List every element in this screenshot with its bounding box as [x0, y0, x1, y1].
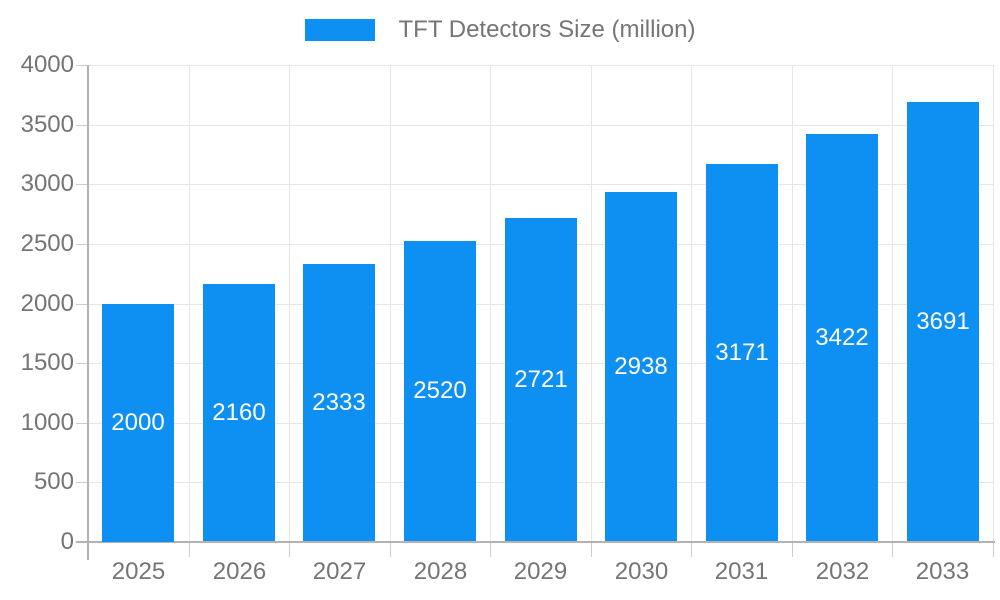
vertical-gridline: [390, 65, 391, 542]
x-axis-tick: [993, 542, 994, 557]
vertical-gridline: [490, 65, 491, 542]
x-tick-label: 2029: [513, 558, 568, 585]
y-tick-label: 1000: [20, 409, 74, 436]
bar-2026: 2160: [203, 284, 275, 541]
y-tick-label: 500: [33, 468, 74, 495]
bar-value-label: 2000: [111, 409, 165, 436]
x-tick-label: 2032: [815, 558, 870, 585]
y-axis-tick: [76, 184, 88, 185]
y-axis-tick: [76, 244, 88, 245]
bar-value-label: 3422: [815, 323, 869, 351]
y-tick-label: 4000: [20, 51, 74, 78]
bar-value-label: 2160: [212, 398, 266, 426]
x-tick-label: 2028: [413, 558, 468, 585]
x-axis-line: [76, 541, 995, 543]
vertical-gridline: [591, 65, 592, 542]
y-tick-label: 3000: [20, 170, 74, 197]
y-tick-label: 2000: [20, 290, 74, 317]
x-axis-tick: [490, 542, 491, 557]
legend-swatch: [304, 19, 375, 41]
bar-2027: 2333: [303, 264, 375, 541]
y-axis-tick: [76, 482, 88, 483]
x-axis-tick: [591, 542, 592, 557]
y-axis-line: [87, 65, 89, 560]
horizontal-gridline: [88, 65, 993, 66]
vertical-gridline: [993, 65, 994, 542]
vertical-gridline: [189, 65, 190, 542]
y-tick-label: 2500: [20, 230, 74, 257]
vertical-gridline: [892, 65, 893, 542]
y-axis-tick: [76, 125, 88, 126]
bar-2033: 3691: [907, 102, 979, 541]
horizontal-gridline: [88, 184, 993, 185]
x-axis-tick: [189, 542, 190, 557]
y-axis-tick: [76, 363, 88, 364]
bar-2029: 2721: [505, 218, 577, 541]
x-axis-tick: [390, 542, 391, 557]
bar-value-label: 2333: [312, 388, 366, 416]
x-axis-tick: [792, 542, 793, 557]
bar-value-label: 2721: [514, 365, 568, 393]
y-tick-label: 1500: [20, 349, 74, 376]
y-tick-label: 3500: [20, 111, 74, 138]
x-tick-label: 2031: [714, 558, 769, 585]
legend: TFT Detectors Size (million): [0, 17, 1000, 43]
vertical-gridline: [792, 65, 793, 542]
bar-value-label: 3691: [916, 307, 970, 335]
x-tick-label: 2027: [312, 558, 367, 585]
bar-value-label: 3171: [715, 338, 769, 366]
y-axis-tick: [76, 304, 88, 305]
bar-2031: 3171: [706, 164, 778, 541]
x-tick-label: 2033: [915, 558, 970, 585]
x-tick-label: 2026: [212, 558, 267, 585]
y-axis-tick: [76, 65, 88, 66]
bar-2028: 2520: [404, 241, 476, 541]
x-axis-tick: [691, 542, 692, 557]
bar-value-label: 2520: [413, 377, 467, 404]
bar-value-label: 2938: [614, 352, 668, 380]
vertical-gridline: [289, 65, 290, 542]
y-tick-label: 0: [60, 528, 74, 555]
y-axis-tick: [76, 423, 88, 424]
x-tick-label: 2025: [111, 558, 166, 585]
legend-label: TFT Detectors Size (million): [398, 16, 696, 43]
horizontal-gridline: [88, 125, 993, 126]
x-tick-label: 2030: [614, 558, 669, 585]
bar-2025: 2000: [102, 304, 174, 542]
bar-2030: 2938: [605, 192, 677, 541]
vertical-gridline: [691, 65, 692, 542]
x-axis-tick: [289, 542, 290, 557]
x-axis-tick: [892, 542, 893, 557]
bar-2032: 3422: [806, 134, 878, 541]
